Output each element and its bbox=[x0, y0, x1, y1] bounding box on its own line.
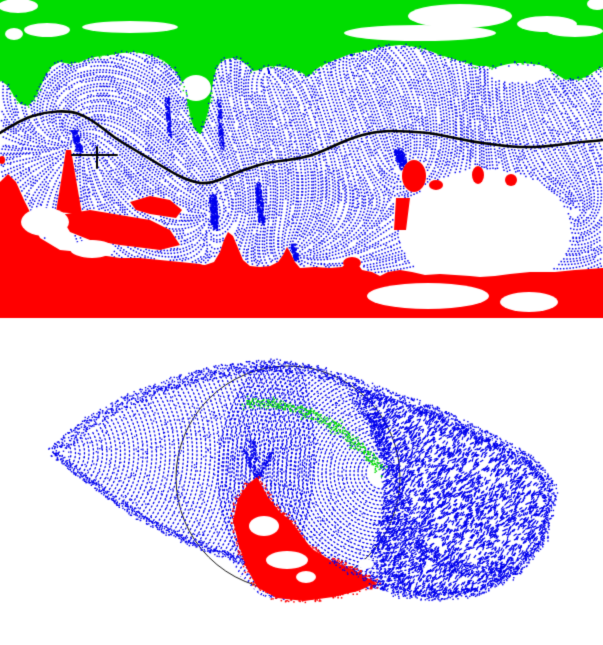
figure bbox=[0, 0, 603, 645]
figure-canvas bbox=[0, 0, 603, 645]
